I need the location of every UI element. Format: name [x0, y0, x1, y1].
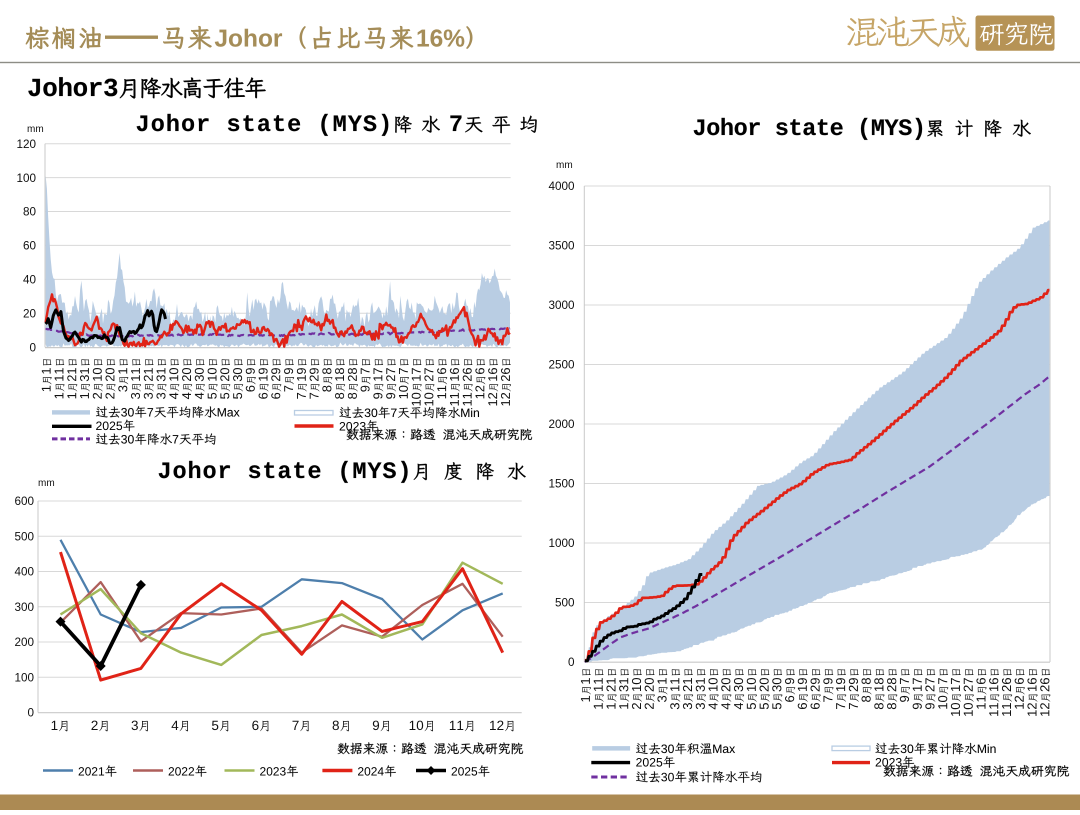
svg-text:0: 0	[29, 341, 36, 354]
svg-text:20: 20	[23, 308, 37, 321]
svg-text:200: 200	[14, 636, 34, 649]
svg-text:2000: 2000	[548, 418, 575, 431]
svg-text:300: 300	[14, 601, 34, 614]
svg-text:40: 40	[23, 274, 37, 287]
svg-text:60: 60	[23, 240, 37, 253]
svg-text:0: 0	[568, 656, 575, 669]
svg-text:100: 100	[16, 172, 36, 185]
svg-text:500: 500	[555, 597, 575, 610]
svg-text:3000: 3000	[548, 299, 575, 312]
svg-text:mm: mm	[27, 124, 44, 135]
svg-text:400: 400	[14, 566, 34, 579]
svg-text:600: 600	[14, 495, 34, 508]
svg-text:3500: 3500	[548, 240, 575, 253]
svg-text:2500: 2500	[548, 359, 575, 372]
svg-text:4000: 4000	[548, 180, 575, 193]
svg-text:120: 120	[16, 138, 36, 151]
svg-text:mm: mm	[38, 478, 55, 489]
svg-text:1000: 1000	[548, 537, 575, 550]
svg-text:mm: mm	[556, 160, 573, 171]
svg-text:80: 80	[23, 206, 37, 219]
svg-text:500: 500	[14, 531, 34, 544]
svg-text:100: 100	[14, 672, 34, 685]
svg-text:0: 0	[27, 707, 34, 720]
svg-text:1500: 1500	[548, 478, 575, 491]
